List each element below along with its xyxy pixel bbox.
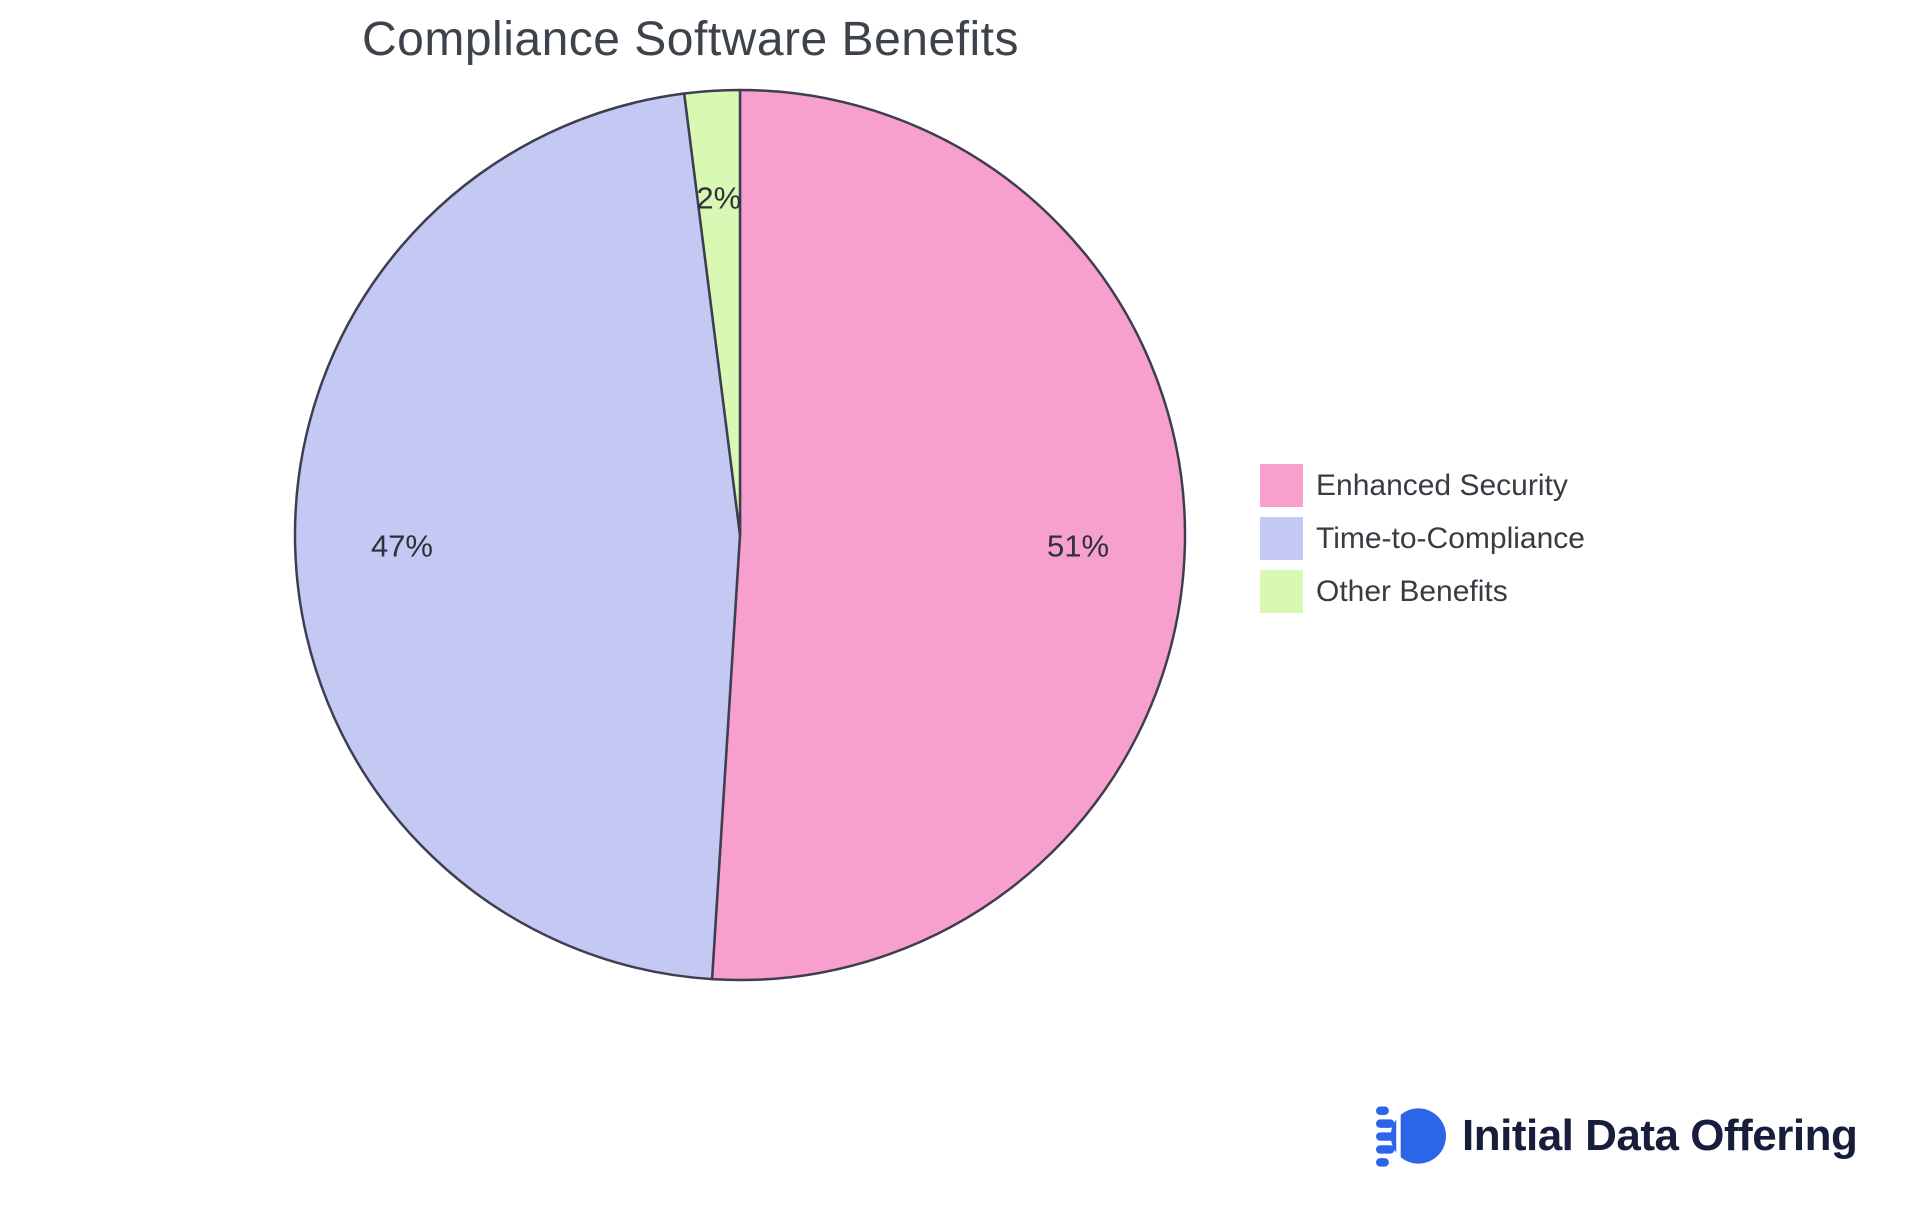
pie-slice-label: 47%: [371, 529, 433, 564]
legend-swatch-icon: [1260, 570, 1303, 613]
legend-item-time-to-compliance: Time-to-Compliance: [1260, 517, 1585, 560]
legend-swatch-icon: [1260, 517, 1303, 560]
legend-item-other-benefits: Other Benefits: [1260, 570, 1585, 613]
pie-slice-label: 51%: [1047, 529, 1109, 564]
chart-title: Compliance Software Benefits: [362, 13, 1019, 66]
pie-slice-label: 2%: [696, 180, 741, 215]
legend-item-enhanced-security: Enhanced Security: [1260, 464, 1585, 507]
brand-logo: Initial Data Offering: [1376, 1094, 1858, 1178]
pie-slice-other-benefits: [682, 88, 742, 537]
legend-label: Enhanced Security: [1316, 468, 1568, 502]
legend-label: Other Benefits: [1316, 574, 1508, 608]
legend-label: Time-to-Compliance: [1316, 521, 1585, 555]
legend: Enhanced Security Time-to-Compliance Other…: [1260, 464, 1585, 613]
pie-slice-time-to-compliance: [293, 92, 742, 981]
brand-logo-text: Initial Data Offering: [1462, 1111, 1858, 1160]
brand-logo-icon: [1376, 1106, 1446, 1167]
legend-swatch-icon: [1260, 464, 1303, 507]
pie-chart: 51% 47% 2%: [293, 88, 1187, 982]
pie-slice-enhanced-security: [710, 88, 1187, 982]
